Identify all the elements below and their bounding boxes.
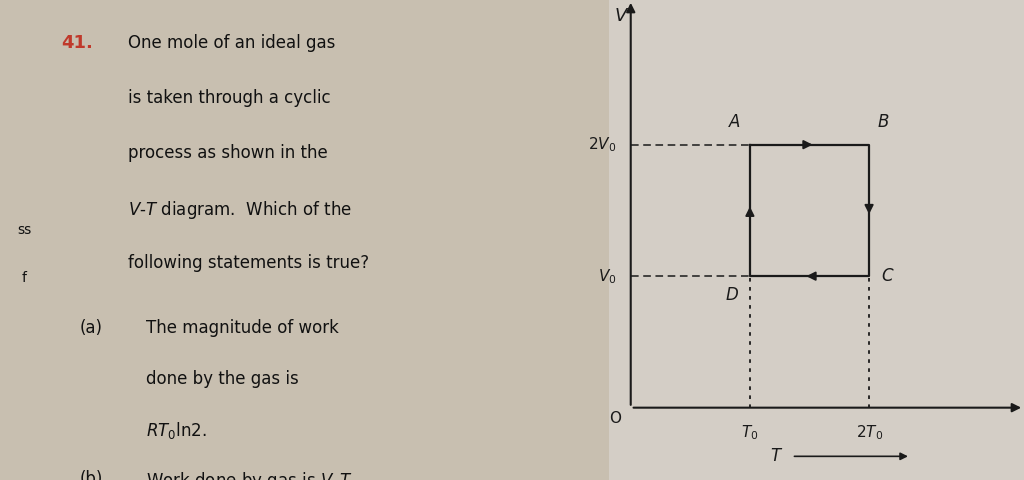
Text: $2V_0$: $2V_0$ — [588, 135, 616, 154]
Text: $\it{V}$-$\it{T}$ diagram.  Which of the: $\it{V}$-$\it{T}$ diagram. Which of the — [128, 199, 352, 221]
Text: The magnitude of work: The magnitude of work — [146, 319, 339, 337]
Text: (a): (a) — [79, 319, 102, 337]
Text: $2T_0$: $2T_0$ — [855, 423, 883, 442]
Text: O: O — [609, 411, 622, 426]
Text: process as shown in the: process as shown in the — [128, 144, 328, 162]
Text: B: B — [878, 113, 889, 132]
Text: D: D — [726, 286, 738, 303]
Text: $V_0$: $V_0$ — [598, 267, 616, 286]
Text: $T_0$: $T_0$ — [741, 423, 759, 442]
Text: (b): (b) — [79, 470, 102, 480]
Text: done by the gas is: done by the gas is — [146, 370, 299, 388]
Text: A: A — [729, 113, 740, 132]
Text: $V$: $V$ — [613, 7, 629, 24]
Text: ss: ss — [17, 223, 32, 238]
Text: C: C — [881, 267, 893, 285]
Text: One mole of an ideal gas: One mole of an ideal gas — [128, 34, 335, 51]
Text: $RT_0$ln2.: $RT_0$ln2. — [146, 420, 207, 441]
Text: following statements is true?: following statements is true? — [128, 254, 369, 272]
Text: Work done by gas is $V_0T_0$: Work done by gas is $V_0T_0$ — [146, 470, 358, 480]
Text: $T$: $T$ — [770, 447, 783, 465]
Text: f: f — [22, 271, 27, 286]
Text: 41.: 41. — [61, 34, 93, 51]
Text: is taken through a cyclic: is taken through a cyclic — [128, 89, 331, 107]
